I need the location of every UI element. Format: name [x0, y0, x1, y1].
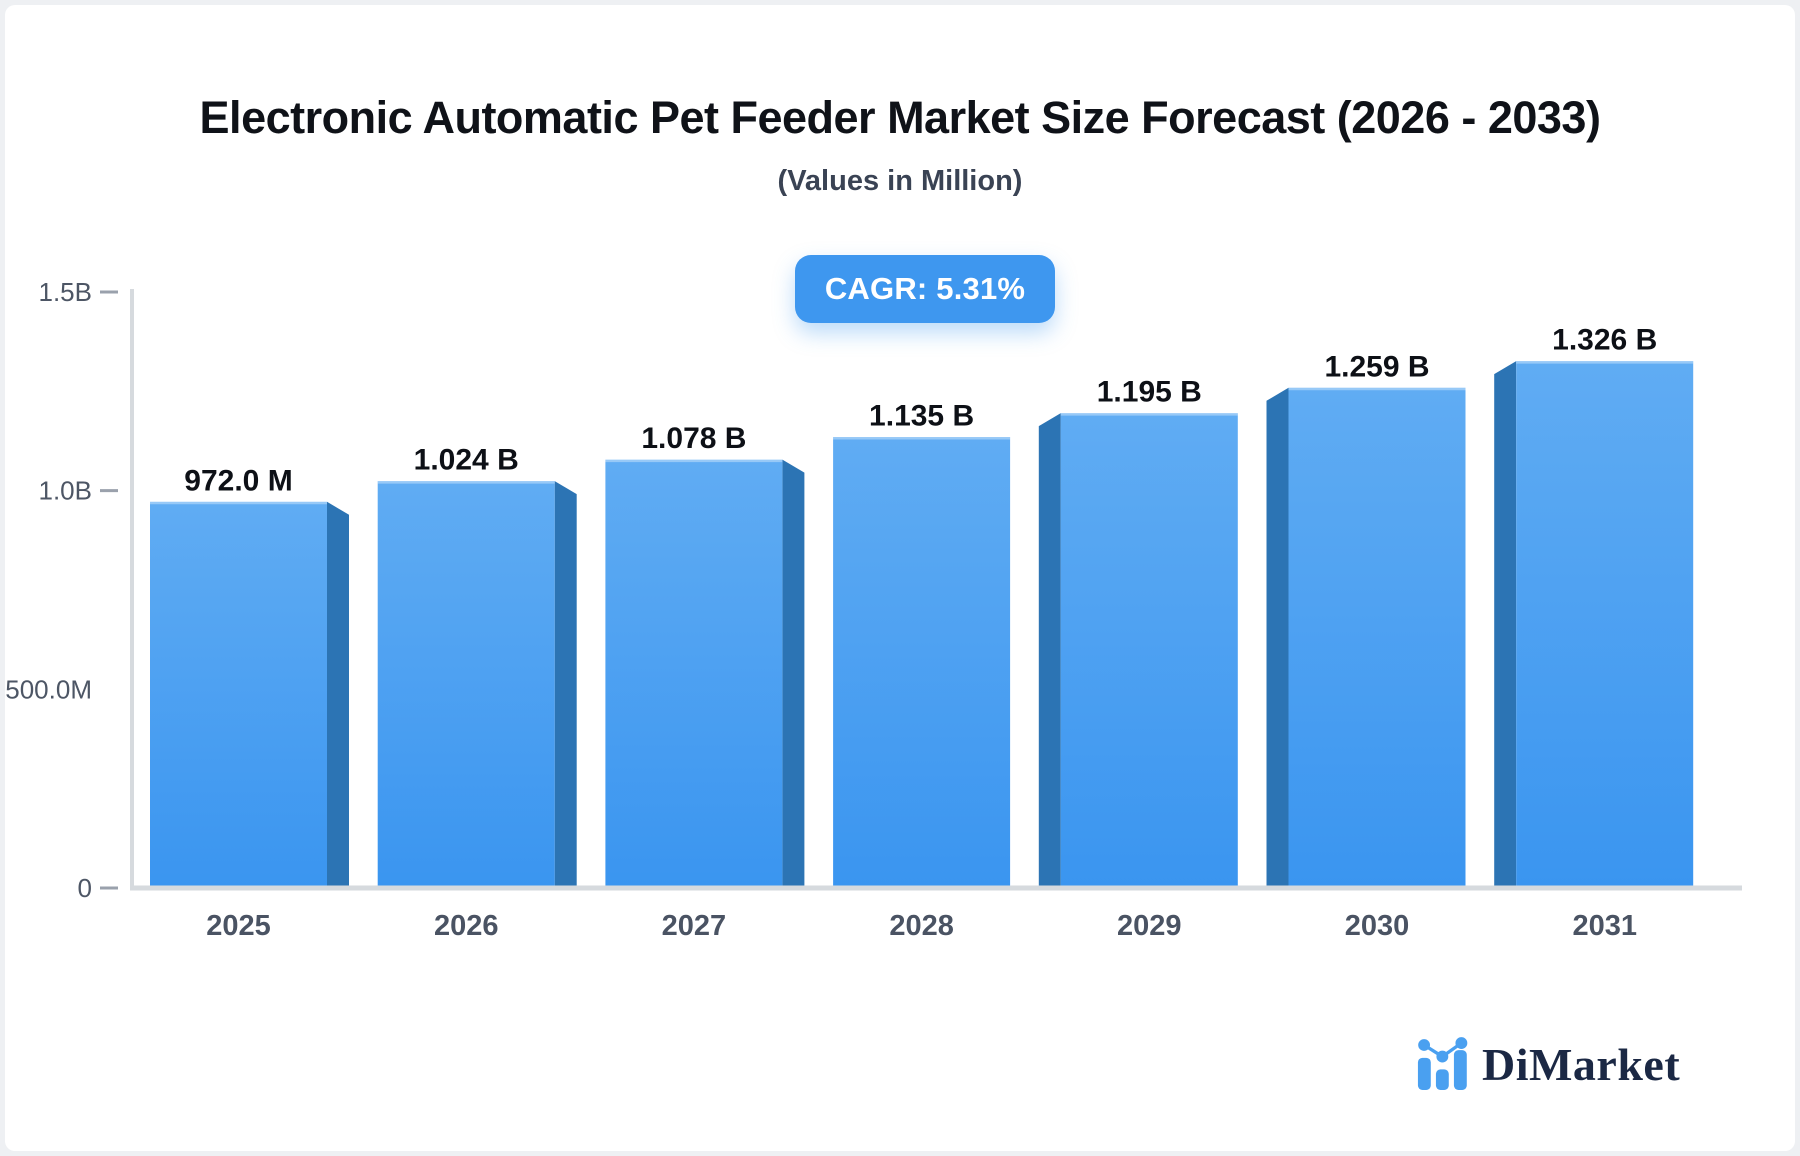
y-tick-label: 500.0M: [5, 674, 92, 704]
bar-face: [1060, 413, 1238, 888]
logo-text: DiMarket: [1482, 1039, 1681, 1090]
chart-subtitle: (Values in Million): [777, 165, 1023, 197]
x-axis-label: 2025: [206, 910, 271, 942]
bar-side: [1038, 413, 1061, 888]
dimarket-logo: DiMarket: [1416, 1036, 1680, 1090]
bar-side: [327, 501, 349, 888]
bar-2029: 1.195 B: [1038, 376, 1238, 888]
bar-side: [1494, 361, 1517, 888]
y-tick-label: 0: [78, 873, 92, 903]
bar-value-label: 1.078 B: [641, 422, 746, 455]
bar-2027: 1.078 B: [605, 422, 805, 888]
bar-2031: 1.326 B: [1494, 324, 1694, 888]
cagr-badge: CAGR: 5.31%: [795, 255, 1055, 323]
x-axis-label: 2031: [1572, 910, 1637, 942]
chart-title: Electronic Automatic Pet Feeder Market S…: [199, 92, 1601, 143]
x-axis-label: 2026: [434, 910, 499, 942]
bar-face: [150, 501, 327, 888]
x-axis-label: 2027: [662, 910, 727, 942]
mini-bar-chart-icon: [1417, 1037, 1468, 1090]
x-axis-label: 2029: [1117, 910, 1182, 942]
bar-2030: 1.259 B: [1266, 350, 1466, 888]
cagr-badge-label: CAGR: 5.31%: [824, 271, 1026, 306]
bar-face: [605, 459, 783, 888]
bar-side: [554, 481, 577, 888]
x-axis-label: 2028: [889, 910, 954, 942]
y-tick-label: 1.0B: [39, 476, 93, 506]
bar-face: [377, 481, 555, 888]
bar-2025: 972.0 M: [150, 464, 349, 888]
bar-value-label: 1.195 B: [1097, 376, 1202, 409]
bar-side: [782, 459, 805, 888]
bar-face: [1516, 361, 1694, 888]
bar-value-label: 1.024 B: [414, 444, 519, 477]
bar-face: [833, 437, 1011, 888]
bar-value-label: 972.0 M: [184, 464, 292, 497]
bar-value-label: 1.135 B: [869, 400, 974, 433]
bar-2026: 1.024 B: [377, 444, 577, 888]
bar-value-label: 1.326 B: [1552, 324, 1657, 357]
y-tick-label: 1.5B: [39, 277, 93, 307]
x-axis-label: 2030: [1345, 910, 1410, 942]
bar-face: [1288, 387, 1466, 888]
bar-value-label: 1.259 B: [1324, 350, 1429, 383]
bar-side: [1266, 387, 1289, 888]
bar-2028: 1.135 B: [833, 400, 1011, 888]
